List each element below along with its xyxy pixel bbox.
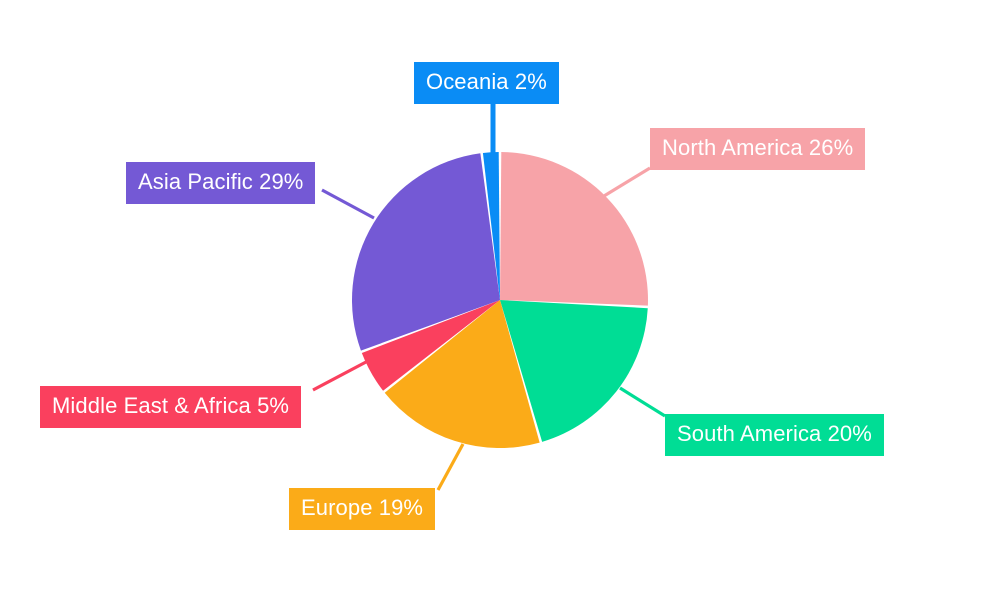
slice-label-asia-pacific[interactable]: Asia Pacific 29%	[126, 162, 316, 204]
leader-lines	[312, 96, 666, 491]
leader-line-europe	[436, 443, 465, 491]
leader-line-north-america	[603, 166, 651, 198]
slice-label-south-america[interactable]: South America 20%	[665, 414, 884, 456]
pie-slice-north-america[interactable]	[500, 152, 648, 306]
slice-label-middle-east-africa[interactable]: Middle East & Africa 5%	[40, 386, 302, 428]
leader-line-south-america	[619, 386, 666, 418]
leader-line-middle-east-africa	[312, 360, 367, 392]
pie-slice-south-america[interactable]	[500, 300, 648, 442]
slice-label-oceania[interactable]: Oceania 2%	[414, 62, 559, 104]
pie-slice-middle-east-africa[interactable]	[361, 300, 500, 391]
pie-slice-europe[interactable]	[384, 300, 540, 448]
pie-slice-asia-pacific[interactable]	[351, 153, 500, 351]
pie-wedges	[351, 152, 648, 448]
slice-label-europe[interactable]: Europe 19%	[289, 488, 436, 530]
pie-slice-oceania[interactable]	[482, 152, 500, 300]
slice-label-north-america[interactable]: North America 26%	[650, 128, 866, 170]
leader-line-asia-pacific	[321, 188, 375, 220]
